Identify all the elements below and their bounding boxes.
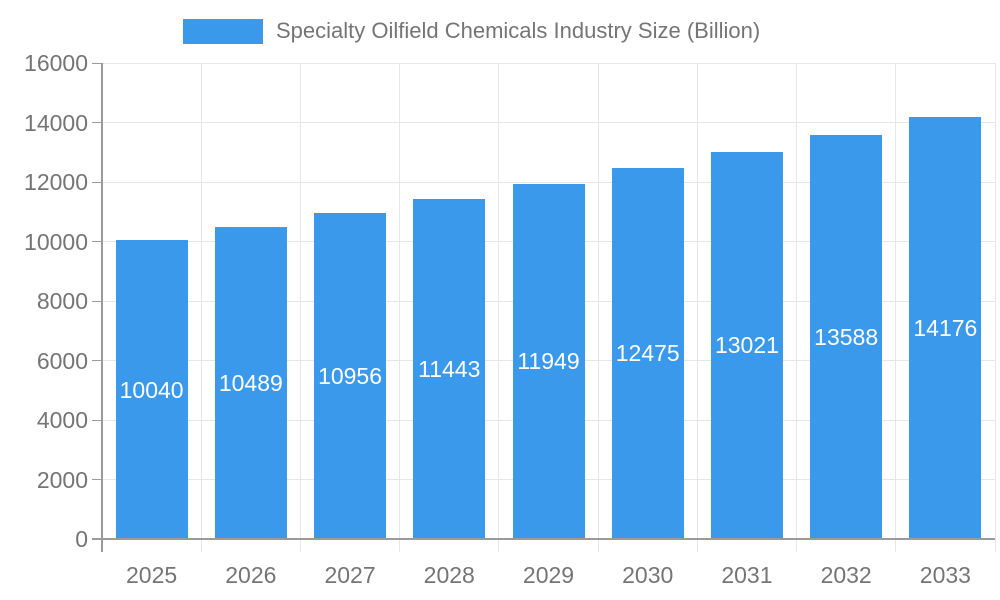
y-axis-tick <box>92 122 102 123</box>
y-axis-tick <box>92 241 102 242</box>
legend-swatch <box>183 18 263 44</box>
x-axis-label: 2025 <box>126 562 178 588</box>
x-axis-label: 2027 <box>324 562 376 588</box>
y-axis-label: 10000 <box>24 228 88 255</box>
gridline <box>696 63 698 552</box>
gridline <box>498 63 500 552</box>
x-axis-label: 2030 <box>622 562 674 588</box>
gridline <box>895 63 897 552</box>
bar-value-label: 11949 <box>517 348 580 375</box>
y-axis-tick <box>92 419 102 421</box>
y-axis-tick <box>92 479 102 480</box>
y-axis-label: 0 <box>75 526 88 552</box>
bar-2033[interactable] <box>909 117 982 539</box>
bar-value-label: 13021 <box>714 332 779 359</box>
bar-2029[interactable] <box>512 183 585 539</box>
bar-2030[interactable] <box>611 167 684 539</box>
gridline <box>994 63 996 552</box>
y-axis-tick <box>92 300 102 302</box>
x-axis-label: 2031 <box>721 562 773 588</box>
gridline <box>102 181 995 183</box>
bar-value-label: 10489 <box>218 369 283 396</box>
x-axis-label: 2028 <box>423 562 475 588</box>
x-axis-label: 2026 <box>225 562 277 588</box>
x-axis-label: 2032 <box>820 562 872 588</box>
bar-2027[interactable] <box>314 213 387 539</box>
y-axis-label: 16000 <box>24 50 88 76</box>
y-axis-label: 4000 <box>36 407 88 433</box>
gridline <box>200 63 202 552</box>
x-axis-label: 2029 <box>522 562 575 588</box>
y-axis-label: 8000 <box>36 288 88 314</box>
y-axis-tick <box>92 181 102 183</box>
x-axis-label: 2033 <box>919 562 971 588</box>
chart-legend: Specialty Oilfield Chemicals Industry Si… <box>183 16 760 46</box>
bar-value-label: 14176 <box>913 315 978 342</box>
y-axis-label: 2000 <box>36 466 88 493</box>
gridline <box>399 63 401 552</box>
bar-2032[interactable] <box>810 134 883 539</box>
gridline <box>597 63 599 552</box>
x-axis-line <box>92 538 995 540</box>
gridline <box>102 62 995 64</box>
gridline <box>796 63 798 552</box>
gridline <box>102 122 995 123</box>
bar-2031[interactable] <box>710 151 783 539</box>
y-axis-label: 12000 <box>24 169 88 195</box>
y-axis-label: 14000 <box>24 109 88 136</box>
y-axis-line <box>101 63 103 552</box>
bar-value-label: 10956 <box>318 363 383 390</box>
bar-value-label: 10040 <box>119 376 184 403</box>
y-axis-tick <box>92 360 102 361</box>
bar-value-label: 12475 <box>615 340 680 367</box>
bar-2028[interactable] <box>413 198 486 539</box>
bar-value-label: 11443 <box>418 355 481 382</box>
bar-2025[interactable] <box>115 240 188 539</box>
bar-2026[interactable] <box>214 226 287 539</box>
y-axis-label: 6000 <box>36 347 88 374</box>
bar-value-label: 13588 <box>814 323 879 350</box>
gridline <box>299 63 301 552</box>
y-axis-tick <box>92 62 102 64</box>
legend-label: Specialty Oilfield Chemicals Industry Si… <box>276 18 761 43</box>
